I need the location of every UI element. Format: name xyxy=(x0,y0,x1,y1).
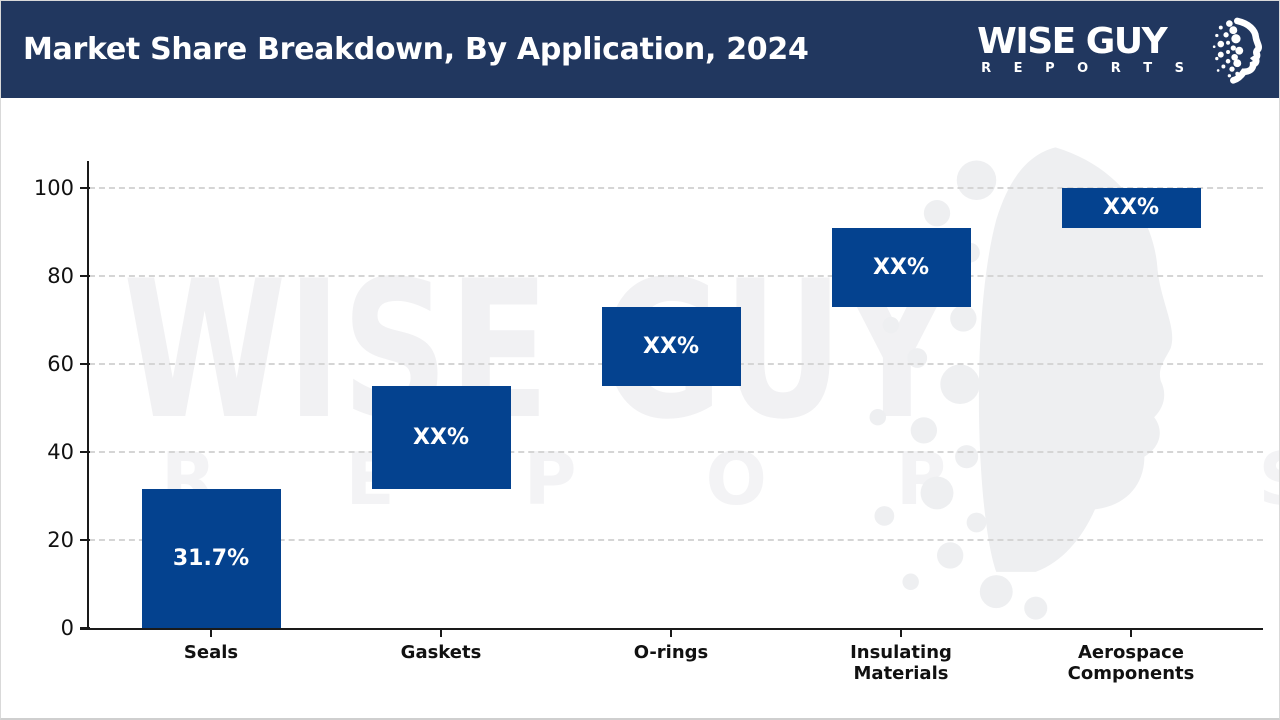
y-tick-mark xyxy=(80,187,90,189)
y-tick-label: 60 xyxy=(47,352,74,376)
x-category-label-line: Aerospace xyxy=(1077,642,1184,663)
logo-wordmark: WISE GUY xyxy=(977,20,1168,62)
y-tick-label: 20 xyxy=(47,528,74,552)
y-tick-mark xyxy=(80,275,90,277)
y-tick-label: 40 xyxy=(47,440,74,464)
logo-face-icon xyxy=(1212,17,1262,84)
y-gridline xyxy=(89,539,1263,541)
bar-value-label: 31.7% xyxy=(172,545,250,571)
waterfall-bar: 31.7% xyxy=(141,488,281,628)
bar-value-label: XX% xyxy=(1103,195,1159,221)
waterfall-chart: WISE GUY R E P O R T S 0 20 40 60 80 100 31.7%… xyxy=(1,98,1279,718)
y-tick-label: 80 xyxy=(47,264,74,288)
x-category-label-line: Seals xyxy=(183,642,239,663)
x-category-label: Gaskets xyxy=(331,642,551,663)
header: Market Share Breakdown, By Application, … xyxy=(1,1,1279,98)
y-tick-label: 0 xyxy=(60,616,74,640)
x-category-label: Aerospace Components xyxy=(1021,642,1241,684)
y-tick-mark xyxy=(80,451,90,453)
x-category-label-line: O-rings xyxy=(633,642,709,663)
y-axis-line xyxy=(87,161,89,630)
waterfall-bar: XX% xyxy=(371,386,511,489)
x-category-label: Seals xyxy=(101,642,321,663)
y-gridline xyxy=(89,451,1263,453)
x-category-label-line: Components xyxy=(1067,663,1195,684)
wiseguy-logo: WISE GUY R E P O R T S xyxy=(977,8,1265,92)
waterfall-bar: XX% xyxy=(831,227,971,307)
x-tick-mark xyxy=(210,630,212,637)
x-category-label-line: Materials xyxy=(853,663,949,684)
x-tick-mark xyxy=(440,630,442,637)
x-category-label-line: Gaskets xyxy=(400,642,482,663)
x-category-label: O-rings xyxy=(561,642,781,663)
y-tick-label: 100 xyxy=(33,176,74,200)
x-tick-mark xyxy=(900,630,902,637)
chart-title: Market Share Breakdown, By Application, … xyxy=(23,32,809,67)
logo-text: WISE GUY R E P O R T S xyxy=(977,20,1193,77)
y-tick-mark xyxy=(80,539,90,541)
bar-value-label: XX% xyxy=(873,254,929,280)
x-tick-mark xyxy=(1130,630,1132,637)
x-tick-mark xyxy=(670,630,672,637)
bar-value-label: XX% xyxy=(643,333,699,359)
y-tick-mark xyxy=(80,363,90,365)
waterfall-bar: XX% xyxy=(601,306,741,386)
x-category-label: Insulating Materials xyxy=(791,642,1011,684)
logo-subtext: R E P O R T S xyxy=(981,60,1193,76)
bar-value-label: XX% xyxy=(413,424,469,450)
y-gridline xyxy=(89,275,1263,277)
y-gridline xyxy=(89,187,1263,189)
x-category-label-line: Insulating xyxy=(850,642,952,663)
x-axis-line xyxy=(80,628,1263,630)
waterfall-bar: XX% xyxy=(1061,188,1201,228)
